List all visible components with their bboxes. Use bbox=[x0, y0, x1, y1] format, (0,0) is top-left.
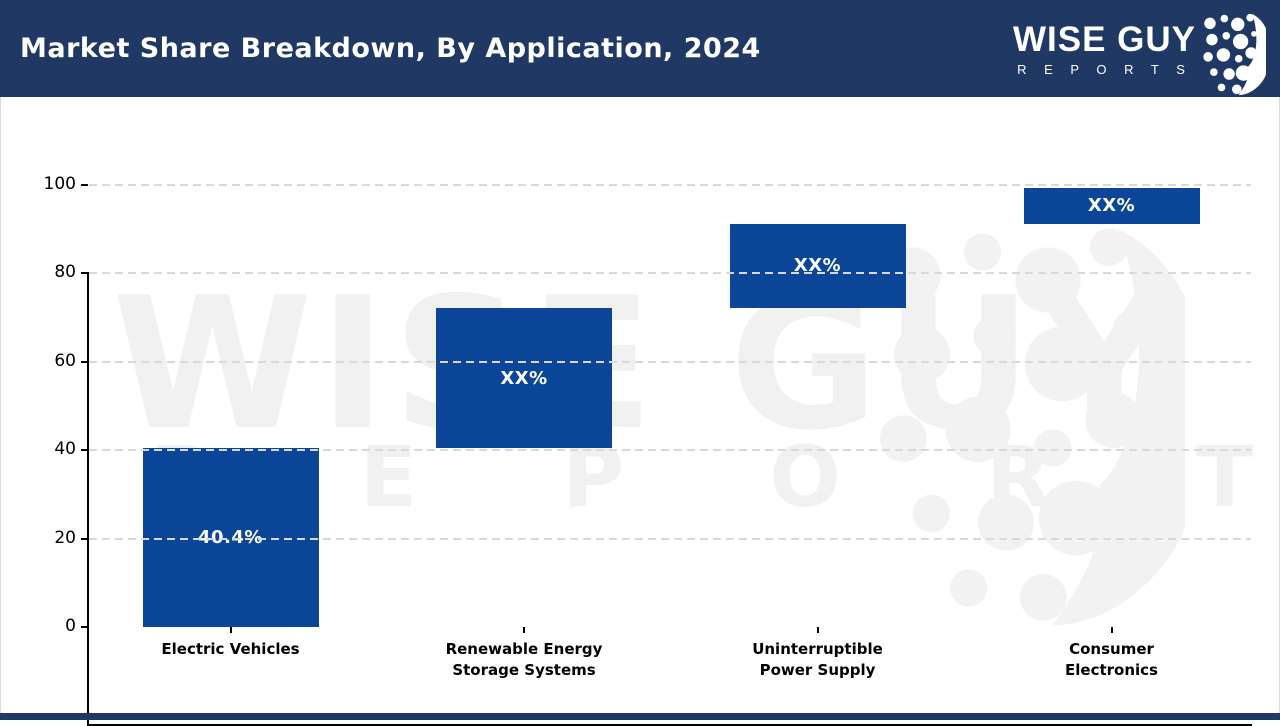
x-axis-label-electric-vehicles: Electric Vehicles bbox=[161, 640, 300, 658]
waterfall-chart: 0 20 40 60 80 100 40.4% XX% XX% XX% Electric Vehic… bbox=[0, 97, 1280, 726]
brand-logo: WISE GUY R E P O R T S bbox=[1013, 6, 1266, 96]
x-tick-renewable-energy-storage-systems bbox=[523, 627, 525, 633]
y-axis-line bbox=[87, 272, 89, 726]
bar-consumer-electronics: XX% bbox=[1023, 187, 1200, 224]
gridline-40 bbox=[89, 449, 1251, 452]
y-tick-label-0: 0 bbox=[65, 616, 76, 636]
brand-subtitle: R E P O R T S bbox=[1017, 62, 1192, 77]
y-tick-label-40: 40 bbox=[54, 439, 76, 460]
bar-label-renewable-energy-storage-systems: XX% bbox=[500, 367, 548, 389]
y-tick-80 bbox=[81, 272, 88, 275]
header-bar: Market Share Breakdown, By Application, … bbox=[0, 0, 1280, 97]
y-tick-20 bbox=[81, 537, 88, 540]
bar-renewable-energy-storage-systems: XX% bbox=[436, 307, 612, 449]
gridline-100 bbox=[89, 184, 1251, 186]
x-tick-uninterruptible-power-supply bbox=[816, 627, 819, 633]
y-tick-40 bbox=[81, 449, 88, 452]
x-axis-label-consumer-electronics: Consumer Electronics bbox=[1065, 640, 1158, 679]
footer-bar bbox=[0, 713, 1280, 720]
y-tick-100 bbox=[81, 184, 88, 186]
y-tick-0 bbox=[81, 626, 88, 628]
bar-label-consumer-electronics: XX% bbox=[1087, 195, 1136, 217]
y-tick-label-80: 80 bbox=[54, 262, 76, 283]
gridline-80 bbox=[89, 272, 1251, 275]
brand-logo-text: WISE GUY R E P O R T S bbox=[1013, 20, 1196, 77]
x-tick-consumer-electronics bbox=[1110, 627, 1113, 633]
y-tick-label-100: 100 bbox=[43, 174, 76, 194]
brand-name: WISE GUY bbox=[1012, 20, 1196, 59]
y-tick-60 bbox=[81, 360, 88, 363]
x-axis-label-uninterruptible-power-supply: Uninterruptible Power Supply bbox=[752, 640, 883, 679]
y-tick-label-20: 20 bbox=[54, 527, 76, 548]
x-axis-label-renewable-energy-storage-systems: Renewable Energy Storage Systems bbox=[445, 640, 603, 679]
gridline-20 bbox=[89, 537, 1251, 540]
x-tick-electric-vehicles bbox=[229, 627, 232, 633]
bar-uninterruptible-power-supply: XX% bbox=[729, 223, 906, 308]
y-tick-label-60: 60 bbox=[54, 350, 76, 371]
gridline-60 bbox=[89, 360, 1251, 363]
watermark-head-icon bbox=[880, 228, 1185, 626]
bar-label-uninterruptible-power-supply: XX% bbox=[793, 255, 842, 277]
page-title: Market Share Breakdown, By Application, … bbox=[20, 33, 761, 64]
brand-head-icon bbox=[1203, 13, 1266, 96]
